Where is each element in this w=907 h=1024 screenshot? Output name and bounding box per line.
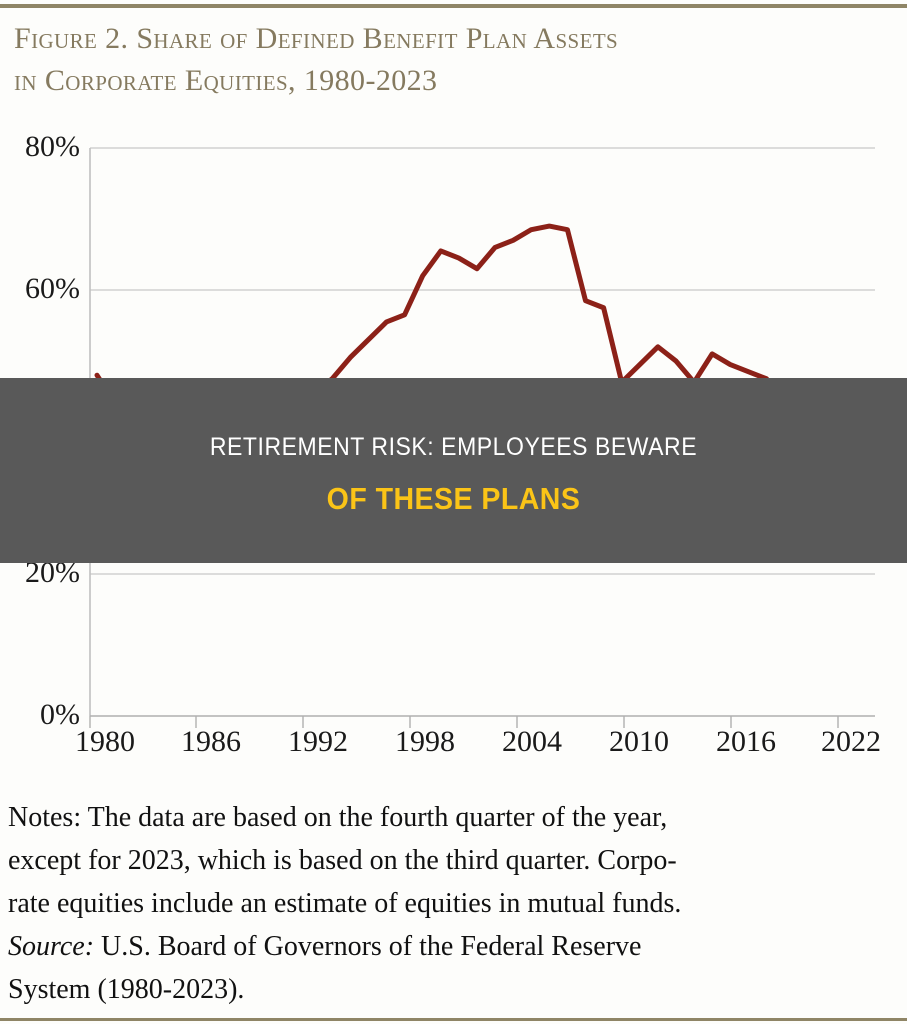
x-tick-label-2010: 2010 xyxy=(609,725,669,758)
figure-title-line-2: in Corporate Equities, 1980-2023 xyxy=(14,64,438,97)
y-tick-label-0: 0% xyxy=(40,698,80,731)
x-tick-label-2022: 2022 xyxy=(821,725,881,758)
source-label: Source: xyxy=(8,931,95,962)
x-tick-label-1980: 1980 xyxy=(75,725,135,758)
notes-line-2: except for 2023, which is based on the t… xyxy=(8,845,677,876)
page-title: Figure 2. Share of Defined Benefit Plan … xyxy=(14,18,884,102)
notes-line-1: Notes: The data are based on the fourth … xyxy=(8,802,668,833)
figure-notes: Notes: The data are based on the fourth … xyxy=(8,796,901,1011)
overlay-headline-secondary: OF THESE PLANS xyxy=(326,481,581,516)
x-tick-label-2004: 2004 xyxy=(502,725,562,758)
x-tick-label-2016: 2016 xyxy=(716,725,776,758)
notes-line-3: rate equities include an estimate of equ… xyxy=(8,888,682,919)
x-tick-label-1992: 1992 xyxy=(288,725,348,758)
notes-line-5: System (1980-2023). xyxy=(8,974,245,1005)
overlay-caption-band: RETIREMENT RISK: EMPLOYEES BEWARE OF THE… xyxy=(0,378,907,563)
figure-title-line-1: Figure 2. Share of Defined Benefit Plan … xyxy=(14,22,619,55)
x-axis-ticks xyxy=(89,716,839,728)
notes-line-4: Source: U.S. Board of Governors of the F… xyxy=(8,925,901,968)
source-text: U.S. Board of Governors of the Federal R… xyxy=(94,931,642,962)
y-tick-label-80: 80% xyxy=(25,130,80,163)
bottom-divider-rule xyxy=(0,1018,907,1021)
overlay-headline-primary: RETIREMENT RISK: EMPLOYEES BEWARE xyxy=(209,433,698,461)
x-tick-label-1998: 1998 xyxy=(395,725,455,758)
top-divider-rule xyxy=(0,4,907,8)
x-axis-labels: 1980 1986 1992 1998 2004 2010 2016 2022 xyxy=(0,118,907,790)
y-tick-label-60: 60% xyxy=(25,272,80,305)
x-tick-label-1986: 1986 xyxy=(181,725,241,758)
